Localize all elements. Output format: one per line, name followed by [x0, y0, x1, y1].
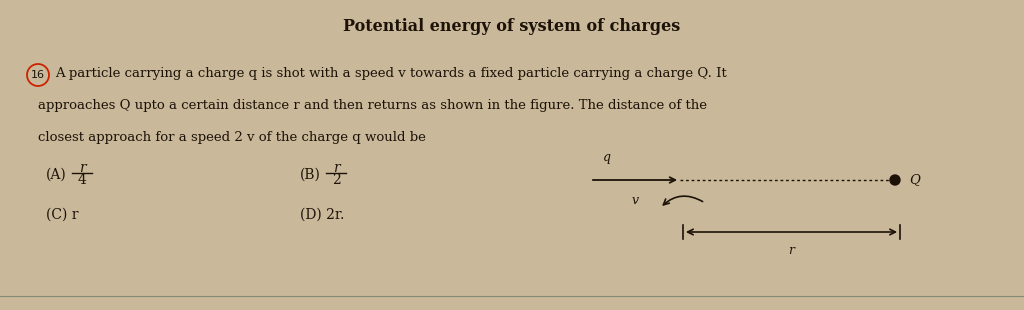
Text: approaches Q upto a certain distance r and then returns as shown in the figure. : approaches Q upto a certain distance r a… — [38, 99, 707, 112]
Text: (A): (A) — [46, 168, 67, 182]
Circle shape — [890, 175, 900, 185]
Text: r: r — [788, 243, 795, 256]
Text: 2: 2 — [332, 173, 340, 187]
Text: 4: 4 — [78, 173, 86, 187]
Text: v: v — [632, 193, 639, 206]
Text: Potential energy of system of charges: Potential energy of system of charges — [343, 18, 681, 35]
Text: (D) 2r.: (D) 2r. — [300, 208, 344, 222]
Text: A particle carrying a charge q is shot with a speed v towards a fixed particle c: A particle carrying a charge q is shot w… — [55, 67, 727, 79]
Text: r: r — [333, 161, 339, 175]
Text: q: q — [603, 152, 611, 165]
Text: Q: Q — [909, 174, 920, 187]
Text: (C) r: (C) r — [46, 208, 79, 222]
Text: (B): (B) — [300, 168, 321, 182]
Text: 16: 16 — [31, 70, 45, 80]
Text: r: r — [79, 161, 85, 175]
Text: closest approach for a speed 2 v of the charge q would be: closest approach for a speed 2 v of the … — [38, 131, 426, 144]
